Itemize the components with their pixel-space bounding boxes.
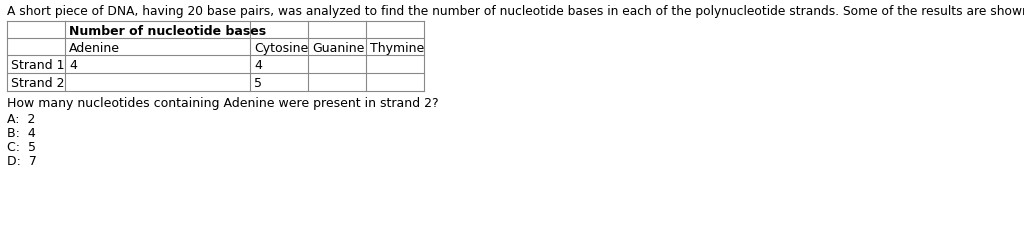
Text: Strand 1: Strand 1: [11, 59, 65, 72]
Text: 4: 4: [254, 59, 262, 72]
Text: Adenine: Adenine: [69, 42, 120, 55]
Text: B:  4: B: 4: [7, 126, 36, 139]
Text: 5: 5: [254, 77, 262, 90]
Text: Thymine: Thymine: [370, 42, 424, 55]
Text: A short piece of DNA, having 20 base pairs, was analyzed to find the number of n: A short piece of DNA, having 20 base pai…: [7, 5, 1024, 18]
Text: A:  2: A: 2: [7, 113, 36, 126]
Text: Guanine: Guanine: [312, 42, 365, 55]
Text: C:  5: C: 5: [7, 140, 36, 153]
Text: Number of nucleotide bases: Number of nucleotide bases: [69, 25, 266, 38]
Text: How many nucleotides containing Adenine were present in strand 2?: How many nucleotides containing Adenine …: [7, 96, 438, 109]
Text: 4: 4: [69, 59, 77, 72]
Text: Cytosine: Cytosine: [254, 42, 308, 55]
Text: Strand 2: Strand 2: [11, 77, 65, 90]
Text: D:  7: D: 7: [7, 154, 37, 167]
